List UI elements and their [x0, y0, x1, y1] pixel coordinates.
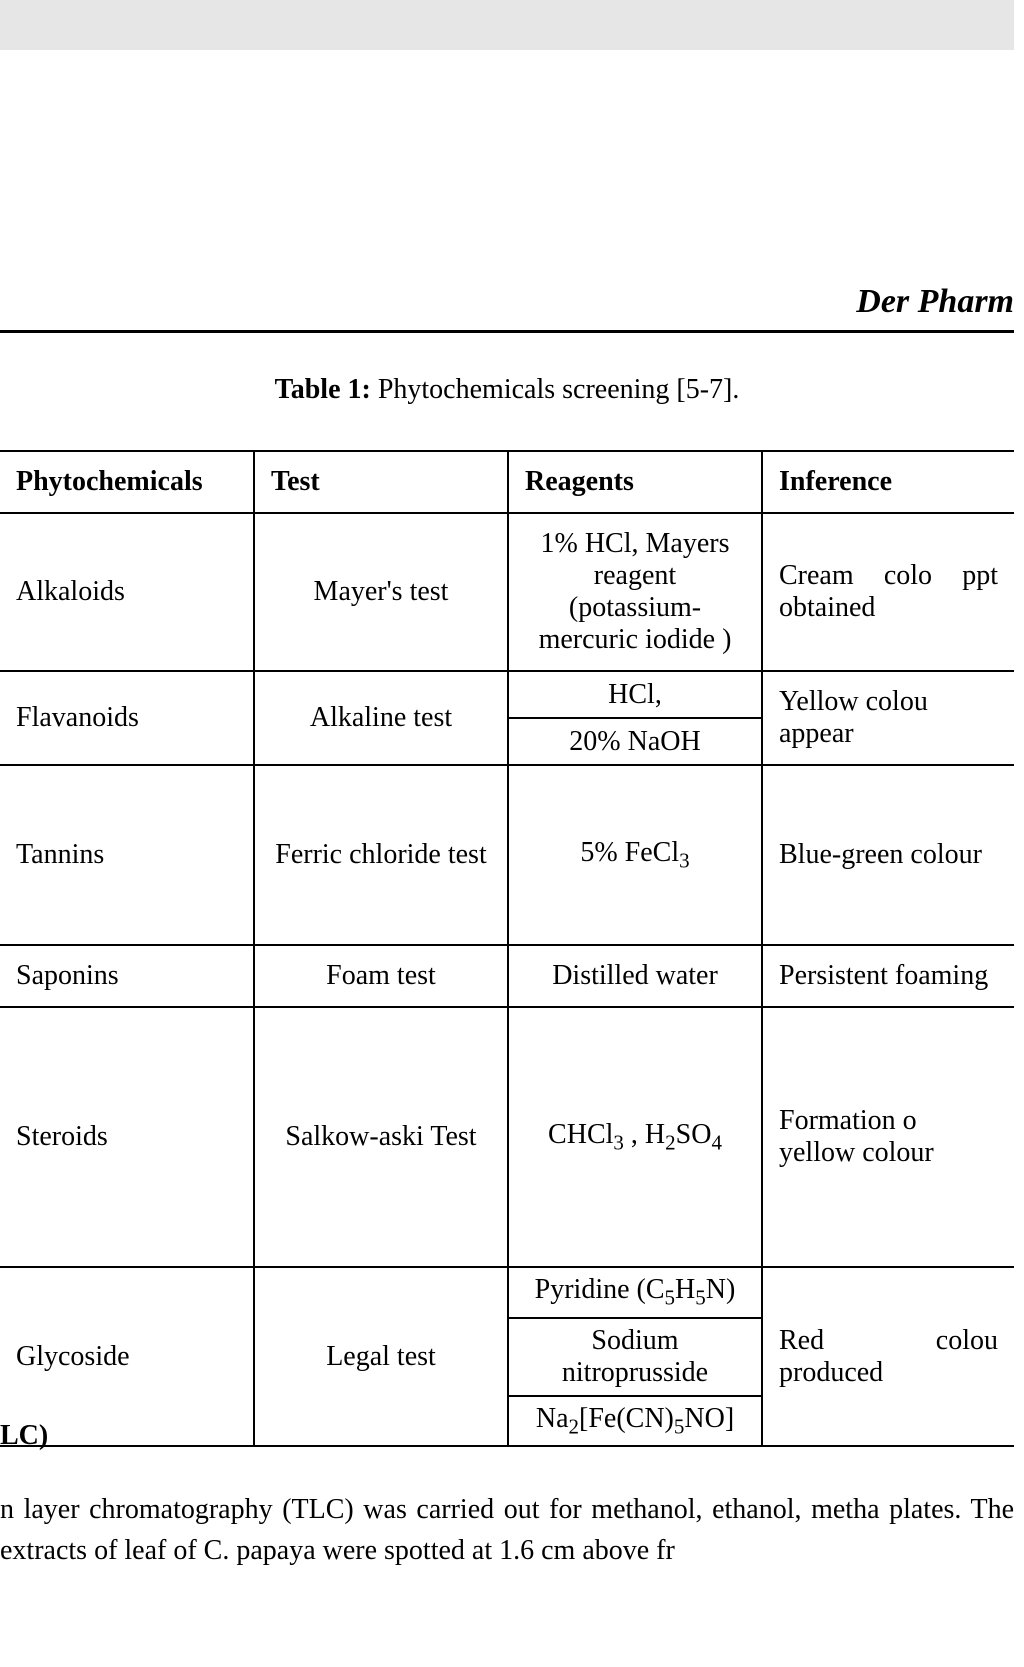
cell-test: Ferric chloride test: [254, 765, 508, 945]
table-caption-rest: Phytochemicals screening [5-7].: [371, 374, 740, 405]
cell-test: Foam test: [254, 945, 508, 1007]
table-caption-prefix: Table 1:: [275, 374, 371, 405]
cell-inference: Red colou produced: [762, 1267, 1014, 1446]
cell-test: Legal test: [254, 1267, 508, 1446]
cell-reagents: CHCl3 , H2SO4: [508, 1007, 762, 1267]
table-row: Alkaloids Mayer's test 1% HCl, Mayers re…: [0, 513, 1014, 671]
col-header-inference: Inference: [762, 451, 1014, 513]
page: Der Pharm Table 1: Phytochemicals screen…: [0, 0, 1024, 1667]
table-row: Glycoside Legal test Pyridine (C5H5N) Re…: [0, 1267, 1014, 1318]
journal-header-title: Der Pharm: [856, 283, 1014, 321]
body-paragraph: n layer chromatography (TLC) was carried…: [0, 1490, 1014, 1571]
lc-section-label: LC): [0, 1420, 48, 1452]
table-row: Flavanoids Alkaline test HCl, Yellow col…: [0, 671, 1014, 718]
header-rule: [0, 330, 1014, 333]
table-row: Steroids Salkow-aski Test CHCl3 , H2SO4 …: [0, 1007, 1014, 1267]
cell-inference: Yellow colou appear: [762, 671, 1014, 765]
cell-reagents: Pyridine (C5H5N): [508, 1267, 762, 1318]
cell-inference: Cream colo ppt obtained: [762, 513, 1014, 671]
cell-test: Mayer's test: [254, 513, 508, 671]
cell-test: Salkow-aski Test: [254, 1007, 508, 1267]
cell-phyto: Steroids: [0, 1007, 254, 1267]
cell-reagents: 5% FeCl3: [508, 765, 762, 945]
cell-phyto: Saponins: [0, 945, 254, 1007]
col-header-reagents: Reagents: [508, 451, 762, 513]
cell-inference: Blue-green colour: [762, 765, 1014, 945]
cell-reagents: Distilled water: [508, 945, 762, 1007]
top-gray-band: [0, 0, 1024, 50]
cell-reagents: Na2[Fe(CN)5NO]: [508, 1396, 762, 1447]
cell-phyto: Flavanoids: [0, 671, 254, 765]
table-row: Tannins Ferric chloride test 5% FeCl3 Bl…: [0, 765, 1014, 945]
cell-reagents: HCl,: [508, 671, 762, 718]
col-header-test: Test: [254, 451, 508, 513]
table-header-row: Phytochemicals Test Reagents Inference: [0, 451, 1014, 513]
cell-inference: Formation o yellow colour: [762, 1007, 1014, 1267]
right-crop-band: [1014, 0, 1024, 1667]
cell-test: Alkaline test: [254, 671, 508, 765]
col-header-phytochemicals: Phytochemicals: [0, 451, 254, 513]
table-row: Saponins Foam test Distilled water Persi…: [0, 945, 1014, 1007]
table-caption: Table 1: Phytochemicals screening [5-7].: [0, 374, 1014, 406]
cell-reagents: Sodium nitroprusside: [508, 1318, 762, 1396]
body-line-1: n layer chromatography (TLC) was carried…: [0, 1494, 880, 1525]
cell-inference: Persistent foaming: [762, 945, 1014, 1007]
cell-reagents: 1% HCl, Mayers reagent (potassium-mercur…: [508, 513, 762, 671]
cell-phyto: Tannins: [0, 765, 254, 945]
cell-reagents: 20% NaOH: [508, 718, 762, 765]
cell-phyto: Alkaloids: [0, 513, 254, 671]
phytochemicals-table: Phytochemicals Test Reagents Inference A…: [0, 450, 1014, 1447]
